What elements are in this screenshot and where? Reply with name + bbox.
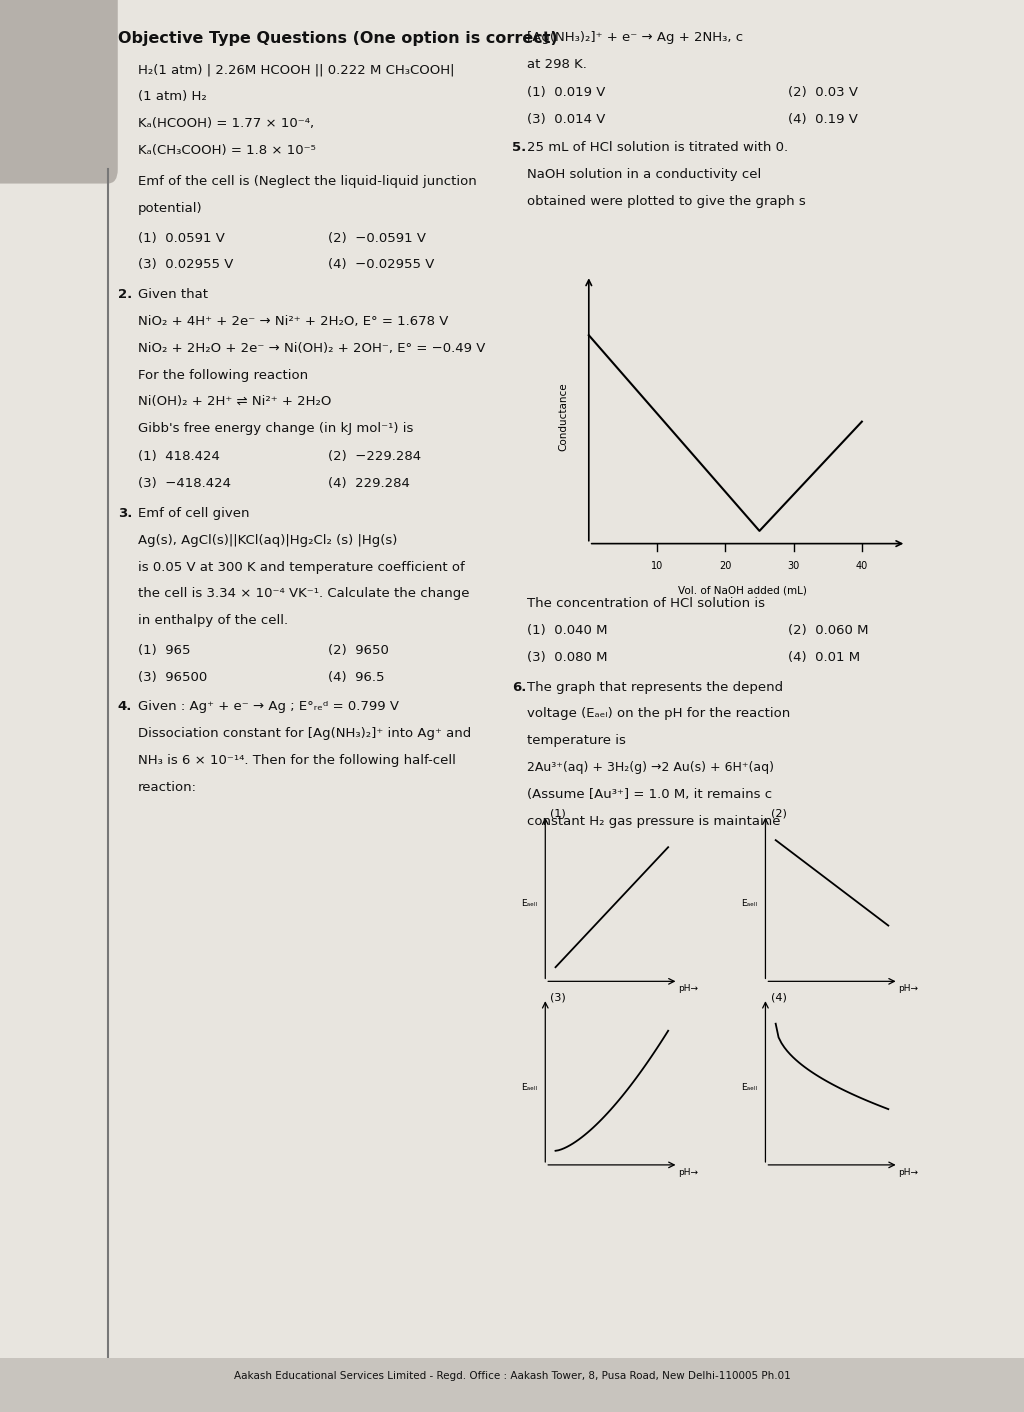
Text: Kₐ(HCOOH) = 1.77 × 10⁻⁴,: Kₐ(HCOOH) = 1.77 × 10⁻⁴, — [138, 117, 314, 130]
Text: 25 mL of HCl solution is titrated with 0.: 25 mL of HCl solution is titrated with 0… — [527, 141, 788, 154]
Text: 3.: 3. — [118, 507, 132, 520]
Text: (2)  0.060 M: (2) 0.060 M — [788, 624, 869, 637]
Text: voltage (Eₐₑₗ) on the pH for the reaction: voltage (Eₐₑₗ) on the pH for the reactio… — [527, 707, 791, 720]
Text: 30: 30 — [787, 561, 800, 570]
Text: Emf of cell given: Emf of cell given — [138, 507, 250, 520]
Text: potential): potential) — [138, 202, 203, 215]
Text: 2Au³⁺(aq) + 3H₂(g) →2 Au(s) + 6H⁺(aq): 2Au³⁺(aq) + 3H₂(g) →2 Au(s) + 6H⁺(aq) — [527, 761, 774, 774]
Text: at 298 K.: at 298 K. — [527, 58, 587, 71]
Text: (3)  96500: (3) 96500 — [138, 671, 208, 683]
Text: NH₃ is 6 × 10⁻¹⁴. Then for the following half-cell: NH₃ is 6 × 10⁻¹⁴. Then for the following… — [138, 754, 456, 767]
Text: Eₐₑₗₗ: Eₐₑₗₗ — [521, 899, 537, 908]
Text: [Ag(NH₃)₂]⁺ + e⁻ → Ag + 2NH₃, c: [Ag(NH₃)₂]⁺ + e⁻ → Ag + 2NH₃, c — [527, 31, 743, 44]
Text: The concentration of HCl solution is: The concentration of HCl solution is — [527, 597, 765, 610]
Text: Eₐₑₗₗ: Eₐₑₗₗ — [741, 899, 758, 908]
Text: (1)  0.019 V: (1) 0.019 V — [527, 86, 606, 99]
Text: (1)  0.0591 V: (1) 0.0591 V — [138, 232, 225, 244]
Text: pH→: pH→ — [678, 1168, 698, 1176]
Text: Objective Type Questions (One option is correct): Objective Type Questions (One option is … — [118, 31, 557, 47]
Text: 5.: 5. — [512, 141, 526, 154]
Text: the cell is 3.34 × 10⁻⁴ VK⁻¹. Calculate the change: the cell is 3.34 × 10⁻⁴ VK⁻¹. Calculate … — [138, 587, 470, 600]
Text: pH→: pH→ — [899, 984, 919, 993]
Text: Emf of the cell is (Neglect the liquid-liquid junction: Emf of the cell is (Neglect the liquid-l… — [138, 175, 477, 188]
Text: Eₐₑₗₗ: Eₐₑₗₗ — [741, 1083, 758, 1091]
Text: Given that: Given that — [138, 288, 208, 301]
Text: (1)  0.040 M: (1) 0.040 M — [527, 624, 608, 637]
Text: Ag(s), AgCl(s)||KCl(aq)|Hg₂Cl₂ (s) |Hg(s): Ag(s), AgCl(s)||KCl(aq)|Hg₂Cl₂ (s) |Hg(s… — [138, 534, 397, 546]
Text: (4): (4) — [771, 993, 786, 1003]
Text: Aakash Educational Services Limited - Regd. Office : Aakash Tower, 8, Pusa Road,: Aakash Educational Services Limited - Re… — [233, 1371, 791, 1381]
Text: reaction:: reaction: — [138, 781, 198, 794]
Text: 4.: 4. — [118, 700, 132, 713]
Text: For the following reaction: For the following reaction — [138, 369, 308, 381]
Text: (3): (3) — [551, 993, 566, 1003]
Text: pH→: pH→ — [678, 984, 698, 993]
Text: Given : Ag⁺ + e⁻ → Ag ; E°ᵣₑᵈ = 0.799 V: Given : Ag⁺ + e⁻ → Ag ; E°ᵣₑᵈ = 0.799 V — [138, 700, 399, 713]
Text: NaOH solution in a conductivity cel: NaOH solution in a conductivity cel — [527, 168, 762, 181]
Text: NiO₂ + 4H⁺ + 2e⁻ → Ni²⁺ + 2H₂O, E° = 1.678 V: NiO₂ + 4H⁺ + 2e⁻ → Ni²⁺ + 2H₂O, E° = 1.6… — [138, 315, 449, 328]
Text: Ni(OH)₂ + 2H⁺ ⇌ Ni²⁺ + 2H₂O: Ni(OH)₂ + 2H⁺ ⇌ Ni²⁺ + 2H₂O — [138, 395, 332, 408]
Text: temperature is: temperature is — [527, 734, 627, 747]
Text: (2)  0.03 V: (2) 0.03 V — [788, 86, 858, 99]
Text: 2.: 2. — [118, 288, 132, 301]
FancyBboxPatch shape — [0, 0, 118, 184]
Text: constant H₂ gas pressure is maintaine: constant H₂ gas pressure is maintaine — [527, 815, 781, 827]
Text: (3)  0.014 V: (3) 0.014 V — [527, 113, 606, 126]
Text: is 0.05 V at 300 K and temperature coefficient of: is 0.05 V at 300 K and temperature coeff… — [138, 561, 465, 573]
Text: (1 atm) H₂: (1 atm) H₂ — [138, 90, 207, 103]
Text: 10: 10 — [651, 561, 664, 570]
Text: (4)  96.5: (4) 96.5 — [328, 671, 384, 683]
Text: 20: 20 — [719, 561, 731, 570]
Text: (2): (2) — [771, 809, 786, 819]
Text: Kₐ(CH₃COOH) = 1.8 × 10⁻⁵: Kₐ(CH₃COOH) = 1.8 × 10⁻⁵ — [138, 144, 316, 157]
Text: 6.: 6. — [512, 681, 526, 693]
Text: (Assume [Au³⁺] = 1.0 M, it remains c: (Assume [Au³⁺] = 1.0 M, it remains c — [527, 788, 772, 801]
Text: in enthalpy of the cell.: in enthalpy of the cell. — [138, 614, 289, 627]
Text: obtained were plotted to give the graph s: obtained were plotted to give the graph … — [527, 195, 806, 208]
Text: (3)  −418.424: (3) −418.424 — [138, 477, 231, 490]
Text: The graph that represents the depend: The graph that represents the depend — [527, 681, 783, 693]
Text: (3)  0.02955 V: (3) 0.02955 V — [138, 258, 233, 271]
Text: NiO₂ + 2H₂O + 2e⁻ → Ni(OH)₂ + 2OH⁻, E° = −0.49 V: NiO₂ + 2H₂O + 2e⁻ → Ni(OH)₂ + 2OH⁻, E° =… — [138, 342, 485, 354]
Text: Vol. of NaOH added (mL): Vol. of NaOH added (mL) — [678, 586, 807, 596]
Text: pH→: pH→ — [899, 1168, 919, 1176]
Text: (4)  229.284: (4) 229.284 — [328, 477, 410, 490]
Text: (2)  9650: (2) 9650 — [328, 644, 388, 657]
Text: (4)  −0.02955 V: (4) −0.02955 V — [328, 258, 434, 271]
Text: 40: 40 — [856, 561, 868, 570]
Bar — [0, 1358, 1024, 1412]
Bar — [108, 0, 1024, 1412]
Text: (4)  0.19 V: (4) 0.19 V — [788, 113, 858, 126]
Text: (4)  0.01 M: (4) 0.01 M — [788, 651, 860, 664]
Text: H₂(1 atm) | 2.26M HCOOH || 0.222 M CH₃COOH|: H₂(1 atm) | 2.26M HCOOH || 0.222 M CH₃CO… — [138, 64, 455, 76]
Text: (2)  −229.284: (2) −229.284 — [328, 450, 421, 463]
Text: Conductance: Conductance — [558, 383, 568, 450]
Text: Gibb's free energy change (in kJ mol⁻¹) is: Gibb's free energy change (in kJ mol⁻¹) … — [138, 422, 414, 435]
Text: (1)  965: (1) 965 — [138, 644, 190, 657]
Text: Dissociation constant for [Ag(NH₃)₂]⁺ into Ag⁺ and: Dissociation constant for [Ag(NH₃)₂]⁺ in… — [138, 727, 471, 740]
Text: (1): (1) — [551, 809, 566, 819]
Text: (1)  418.424: (1) 418.424 — [138, 450, 220, 463]
Text: (2)  −0.0591 V: (2) −0.0591 V — [328, 232, 426, 244]
Text: Eₐₑₗₗ: Eₐₑₗₗ — [521, 1083, 537, 1091]
Text: (3)  0.080 M: (3) 0.080 M — [527, 651, 608, 664]
